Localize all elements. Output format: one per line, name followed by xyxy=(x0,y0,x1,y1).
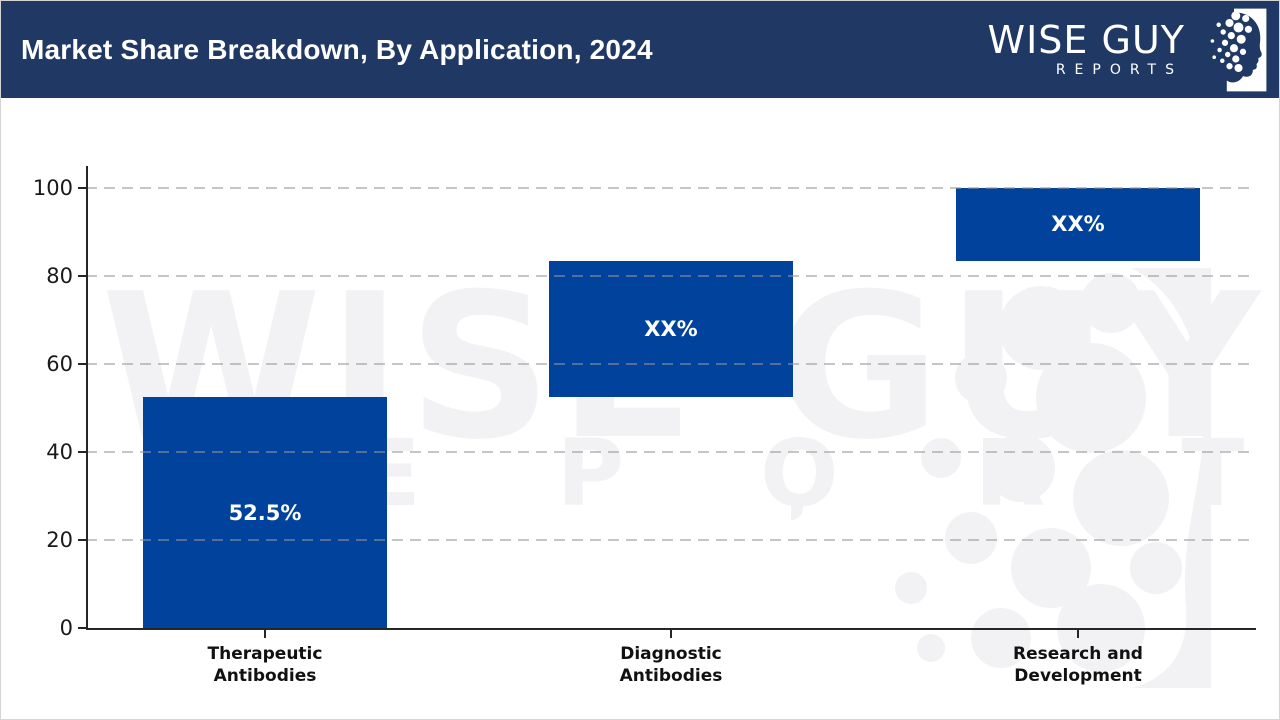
x-axis-line xyxy=(86,628,1256,630)
bar-value-label: XX% xyxy=(644,316,698,341)
y-tick-label: 40 xyxy=(46,440,73,464)
y-gridline xyxy=(86,187,1254,189)
logo-wordmark: WISE GUY xyxy=(987,18,1185,62)
y-tick-mark xyxy=(78,275,86,277)
y-tick-mark xyxy=(78,187,86,189)
plot-area: 0 20 40 60 80 100 52.5% XX% XX% Therapeutic Antib… xyxy=(1,98,1279,719)
dotted-head-profile-icon xyxy=(1210,8,1267,91)
x-category-label: Therapeutic Antibodies xyxy=(207,644,323,687)
x-category-label: Diagnostic Antibodies xyxy=(619,644,723,687)
y-tick-mark xyxy=(78,363,86,365)
y-tick-label: 60 xyxy=(46,352,73,376)
bar-segment: 52.5% xyxy=(143,397,387,628)
watermark-head-graphic xyxy=(791,268,1211,688)
bar-value-label: 52.5% xyxy=(228,500,302,525)
y-gridline xyxy=(86,451,1254,453)
bar-value-label: XX% xyxy=(1051,212,1105,237)
y-tick-mark xyxy=(78,451,86,453)
page-title: Market Share Breakdown, By Application, … xyxy=(21,33,653,65)
y-axis-line xyxy=(86,166,88,630)
y-gridline xyxy=(86,363,1254,365)
x-tick-mark xyxy=(1077,630,1079,638)
logo-text: WISE GUY REPORTS xyxy=(988,21,1185,78)
x-category-label: Research and Development xyxy=(1013,644,1143,687)
y-tick-label: 20 xyxy=(46,528,73,552)
bar-segment: XX% xyxy=(956,188,1200,261)
y-gridline xyxy=(86,539,1254,541)
y-gridline xyxy=(86,275,1254,277)
wise-guy-reports-logo: WISE GUY REPORTS xyxy=(988,5,1271,95)
bar-segment: XX% xyxy=(549,260,793,397)
x-tick-mark xyxy=(264,630,266,638)
y-tick-label: 80 xyxy=(46,264,73,288)
y-tick-mark xyxy=(78,539,86,541)
x-tick-mark xyxy=(670,630,672,638)
y-tick-mark xyxy=(78,627,86,629)
logo-subtitle: REPORTS xyxy=(1055,62,1183,78)
y-tick-label: 100 xyxy=(32,176,73,200)
header-bar: Market Share Breakdown, By Application, … xyxy=(1,1,1279,98)
chart-area: WISE GUY R E P O R T S 02040608010052.5%… xyxy=(1,98,1279,719)
y-tick-label: 0 xyxy=(59,616,73,640)
